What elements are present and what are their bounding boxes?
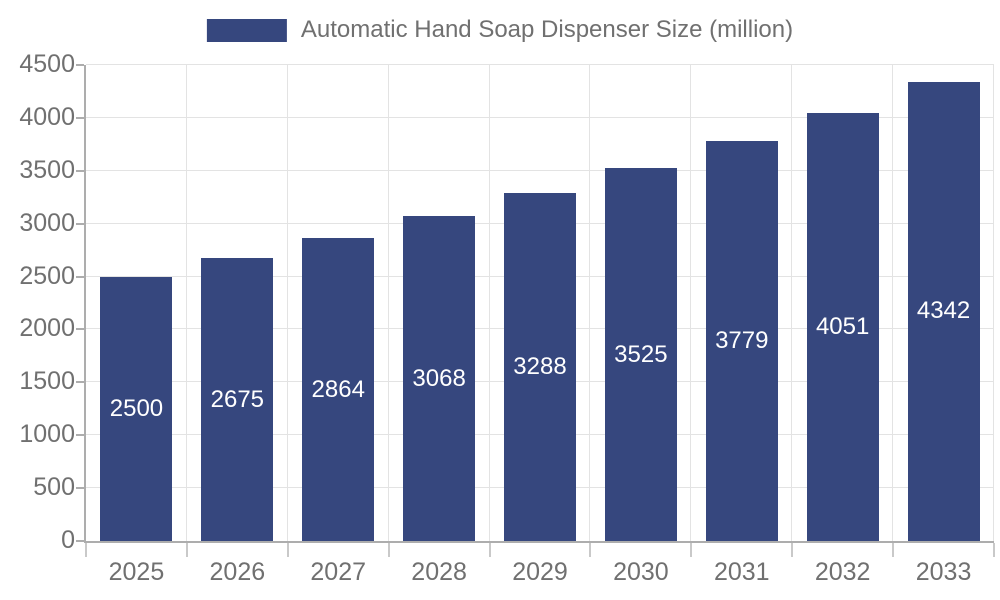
y-axis-label: 1500	[19, 367, 75, 396]
bar[interactable]: 4051	[806, 112, 879, 541]
y-axis-tick	[76, 64, 84, 66]
bar-value-label: 2864	[311, 375, 365, 403]
gridline-vertical	[387, 65, 389, 541]
x-axis-tick	[387, 543, 390, 557]
y-axis-label: 0	[61, 526, 75, 554]
y-axis-line	[84, 65, 86, 543]
x-axis-tick	[791, 543, 794, 557]
x-axis-tick	[589, 543, 592, 557]
bar[interactable]: 3068	[403, 216, 476, 541]
gridline-vertical	[993, 65, 994, 541]
gridline-horizontal	[86, 64, 994, 65]
x-axis-label: 2025	[108, 558, 165, 586]
x-axis-tick	[690, 543, 693, 557]
x-axis-label: 2033	[915, 558, 972, 586]
bar[interactable]: 2675	[201, 258, 274, 541]
bar-value-label: 4051	[815, 312, 870, 340]
gridline-vertical	[589, 65, 591, 541]
y-axis-label: 3500	[19, 155, 75, 184]
legend-label: Automatic Hand Soap Dispenser Size (mill…	[300, 16, 794, 43]
y-axis-label: 2000	[19, 314, 75, 343]
gridline-horizontal	[86, 169, 994, 171]
y-axis-tick	[76, 328, 84, 331]
y-axis-tick	[76, 381, 84, 384]
y-axis-label: 4000	[19, 102, 75, 131]
y-axis-label: 3000	[19, 208, 75, 237]
x-axis-tick	[286, 543, 289, 557]
y-axis-tick	[76, 540, 84, 542]
x-axis-line	[84, 541, 994, 543]
x-axis-tick	[993, 543, 995, 557]
gridline-vertical	[892, 65, 894, 541]
y-axis-label: 500	[33, 473, 75, 502]
y-axis-tick	[76, 116, 84, 119]
y-axis-label: 2500	[19, 261, 75, 290]
x-axis-label: 2028	[411, 558, 467, 586]
y-axis-tick	[76, 434, 84, 437]
bar-value-label: 2675	[210, 385, 265, 413]
legend-swatch	[206, 18, 287, 42]
gridline-vertical	[286, 65, 288, 541]
x-axis-label: 2027	[310, 558, 367, 586]
bar[interactable]: 3525	[604, 168, 677, 541]
bar[interactable]: 2500	[100, 276, 173, 541]
x-axis-label: 2029	[512, 558, 568, 586]
gridline-vertical	[488, 65, 490, 541]
x-axis-tick	[892, 543, 895, 557]
y-axis-tick	[76, 275, 84, 278]
y-axis-label: 4500	[19, 50, 75, 78]
gridline-vertical	[690, 65, 692, 541]
plot-area: 0 500 1000 1500 2000 2500 3000 3500 4000 4500 2025…	[19, 52, 995, 585]
y-axis-label: 1000	[19, 420, 75, 449]
bar[interactable]: 3288	[504, 193, 576, 541]
bar[interactable]: 4342	[907, 81, 980, 541]
bar-value-label: 4342	[916, 297, 971, 325]
x-axis-tick	[185, 543, 188, 557]
x-axis-label: 2026	[209, 558, 266, 586]
bar-value-label: 3779	[715, 327, 769, 355]
x-axis-label: 2031	[713, 558, 770, 586]
x-axis-tick	[488, 543, 491, 557]
y-axis-tick	[76, 222, 84, 225]
bar[interactable]: 2864	[302, 238, 375, 541]
gridline-vertical	[791, 65, 793, 541]
bar[interactable]: 3779	[705, 141, 778, 541]
gridline-vertical	[185, 65, 187, 541]
y-axis-tick	[76, 169, 84, 172]
bar-value-label: 3068	[412, 364, 466, 392]
bar-value-label: 3525	[614, 340, 668, 368]
x-axis-label: 2030	[613, 558, 669, 586]
x-axis-tick	[85, 543, 87, 557]
bar-value-label: 3288	[513, 353, 567, 381]
gridline-horizontal	[86, 116, 994, 118]
x-axis-label: 2032	[814, 558, 871, 586]
y-axis-tick	[76, 487, 84, 490]
legend[interactable]: Automatic Hand Soap Dispenser Size (mill…	[206, 16, 794, 44]
bar-value-label: 2500	[109, 394, 164, 422]
